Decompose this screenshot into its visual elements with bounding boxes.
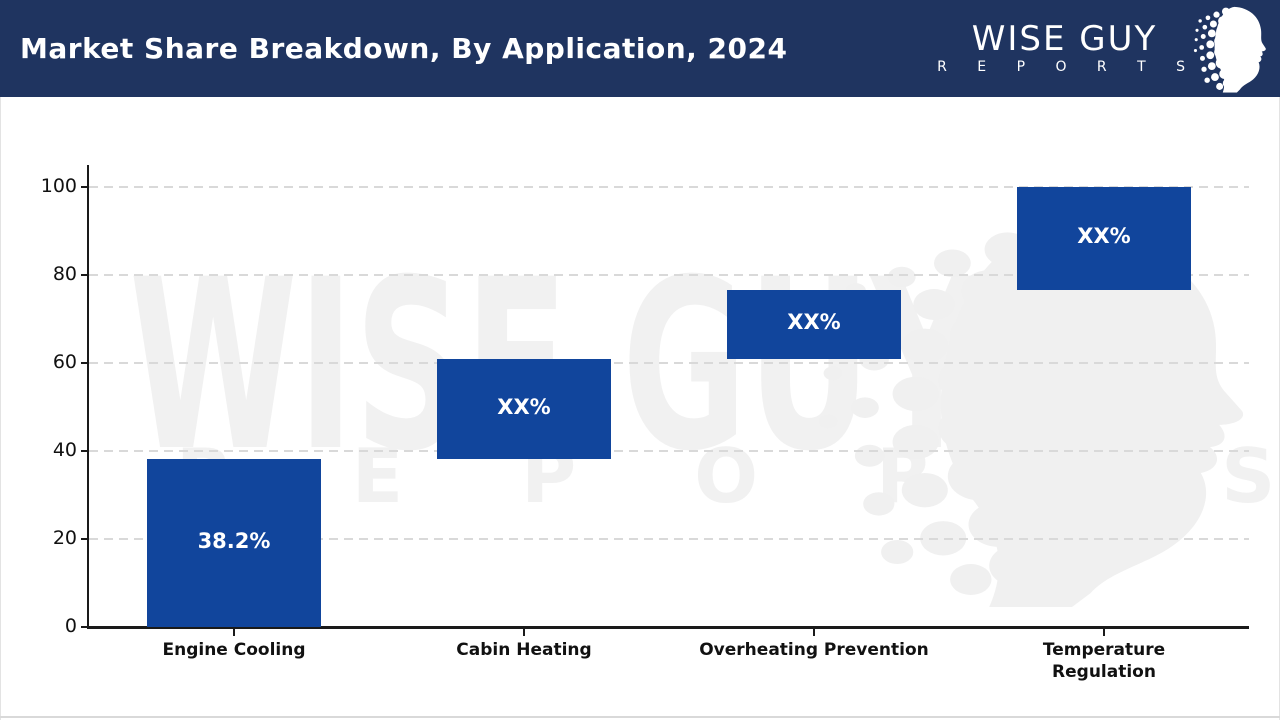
y-tick-label-80: 80: [52, 263, 77, 285]
x-label-cabin-heating: Cabin Heating: [456, 640, 592, 660]
y-tick-label-100: 100: [40, 175, 77, 197]
y-tick-100: [81, 186, 89, 188]
page-title: Market Share Breakdown, By Application, …: [20, 32, 788, 65]
gridline-100: [89, 186, 1249, 188]
x-tick-engine-cooling: [233, 628, 235, 636]
x-label-overheating-prevention: Overheating Prevention: [699, 640, 929, 660]
y-axis-line: [87, 165, 89, 629]
gridline-80: [89, 274, 1249, 276]
y-tick-20: [81, 538, 89, 540]
gridline-60: [89, 362, 1249, 364]
logo-head-icon: [1190, 5, 1268, 93]
y-tick-60: [81, 362, 89, 364]
y-tick-label-40: 40: [52, 439, 77, 461]
y-tick-80: [81, 274, 89, 276]
bar-label-overheating-prevention: XX%: [787, 310, 841, 335]
bar-cabin-heating: [437, 358, 611, 459]
y-tick-label-0: 0: [64, 615, 77, 637]
y-tick-40: [81, 450, 89, 452]
x-tick-overheating-prevention: [813, 628, 815, 636]
x-tick-temperature-regulation: [1103, 628, 1105, 636]
bar-label-temperature-regulation: XX%: [1077, 224, 1131, 249]
x-tick-cabin-heating: [523, 628, 525, 636]
bar-label-engine-cooling: 38.2%: [197, 528, 271, 553]
logo-reports-label: R E P O R T S: [937, 59, 1198, 76]
wise-guy-logo: WISE GUY R E P O R T S: [931, 5, 1280, 93]
y-tick-0: [81, 626, 89, 628]
x-label-engine-cooling: Engine Cooling: [162, 640, 306, 660]
header: Market Share Breakdown, By Application, …: [0, 0, 1280, 97]
bottom-border: [0, 716, 1280, 718]
bar-engine-cooling: [147, 458, 321, 627]
logo-text: WISE GUY R E P O R T S: [931, 18, 1198, 76]
y-tick-label-60: 60: [52, 351, 77, 373]
y-tick-label-20: 20: [52, 527, 77, 549]
x-axis-line: [87, 626, 1249, 629]
logo-wordmark: WISE GUY: [971, 18, 1158, 59]
chart-area: WISE GUY R E P O R T S 0 20 40 60 80 100 38.2%…: [0, 97, 1280, 720]
waterfall-chart: 0 20 40 60 80 100 38.2% Engine Cooling XX% Cabin …: [1, 97, 1279, 720]
gridline-40: [89, 450, 1249, 452]
bar-label-cabin-heating: XX%: [497, 394, 551, 419]
x-label-temperature-regulation: Temperature Regulation: [1042, 640, 1166, 683]
gridline-20: [89, 538, 1249, 540]
